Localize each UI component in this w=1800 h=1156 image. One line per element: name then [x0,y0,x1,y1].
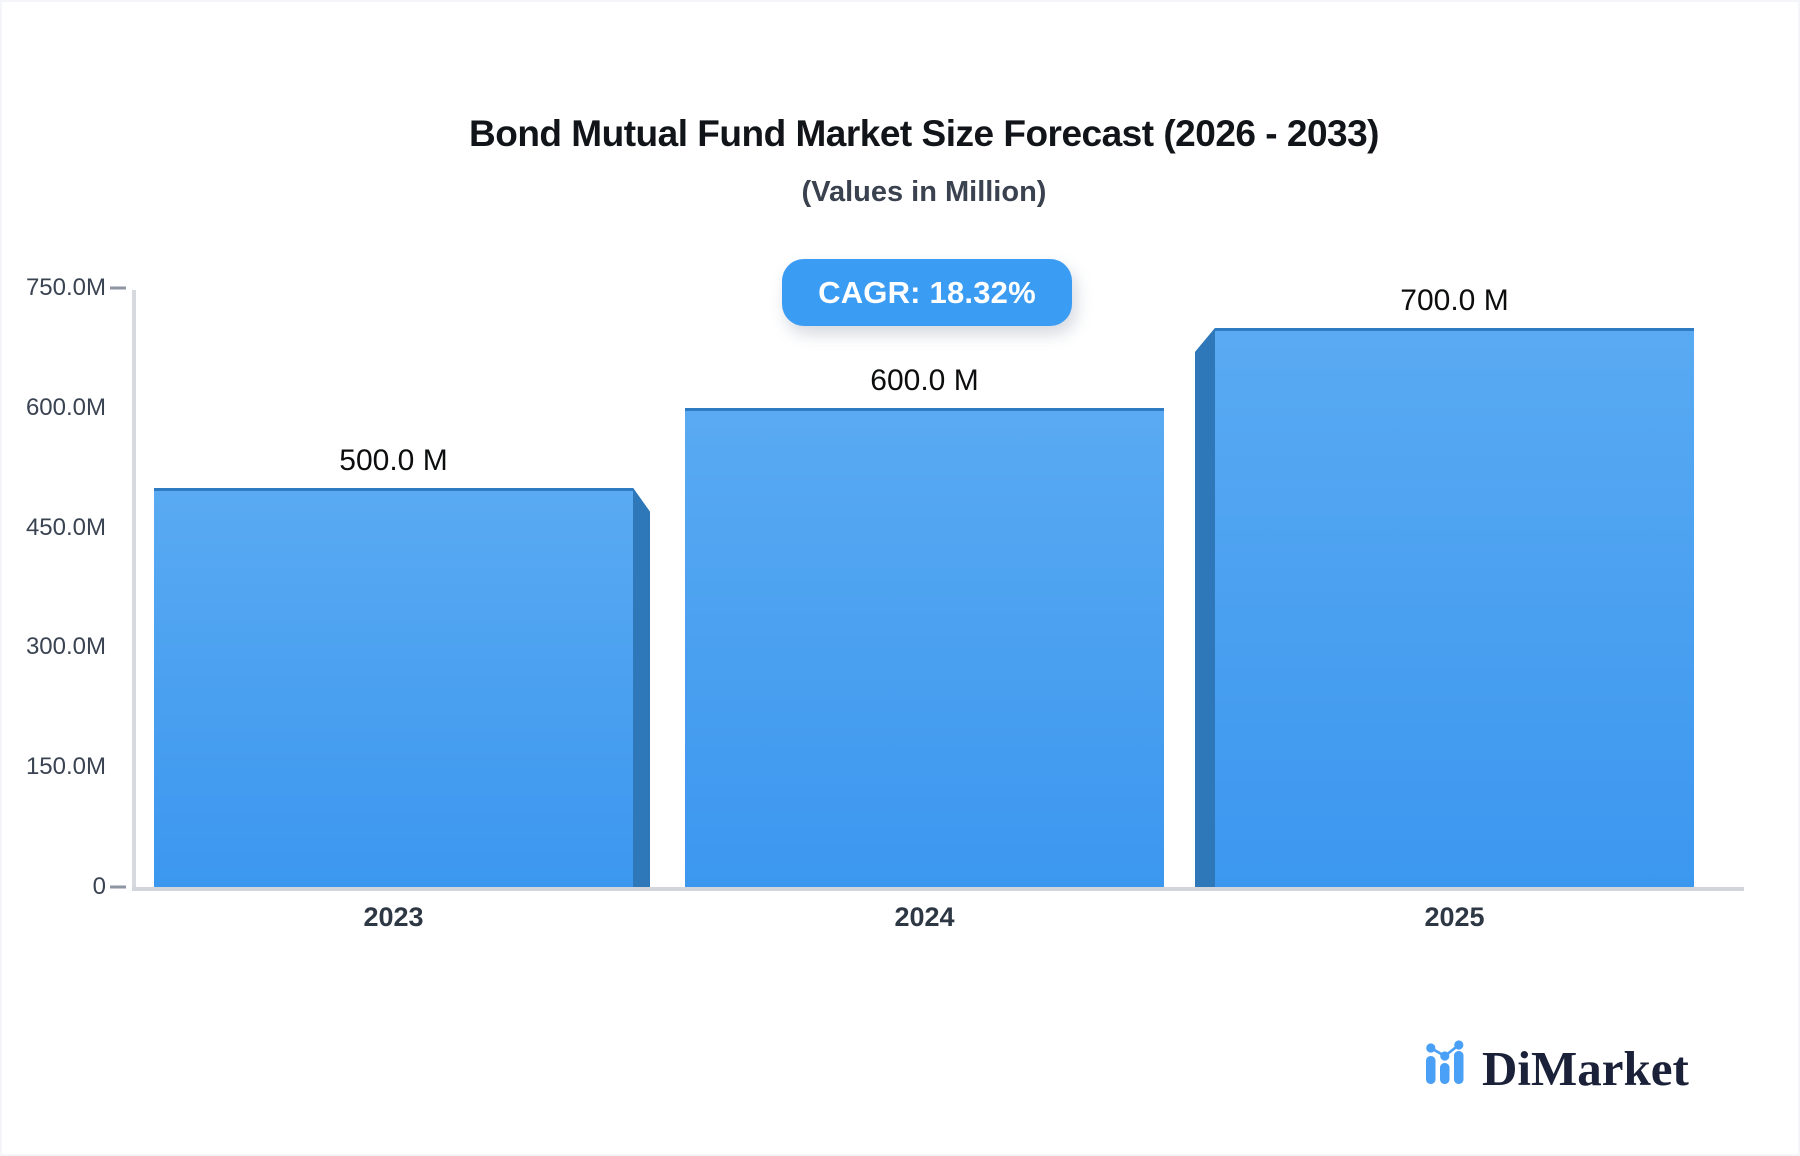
y-tick-label: 150.0M [25,753,106,781]
x-category-label: 2025 [1424,902,1485,932]
x-category-label: 2023 [363,902,424,932]
y-tick-label: 0 [92,873,106,900]
y-tick-label: 450.0M [25,513,106,541]
x-axis-line [132,887,1744,891]
logo-wordmark: DiMarket [1482,1041,1689,1096]
bar-2024[interactable] [685,407,1164,887]
chart-subtitle: (Values in Million) [801,176,1047,208]
bar-2025[interactable] [1215,327,1694,887]
chart-title: Bond Mutual Fund Market Size Forecast (2… [469,113,1380,154]
y-tick-label: 600.0M [25,393,106,421]
y-tick-label: 300.0M [25,633,106,661]
y-tick-label: 750.0M [25,274,106,301]
bar-bevel-2023 [633,487,650,887]
cagr-badge-label: CAGR: 18.32% [818,274,1036,310]
bar-value-label: 700.0 M [1400,283,1509,317]
bar-2023[interactable] [154,487,633,887]
bar-chart-sparkline-icon [1426,1040,1464,1084]
cagr-badge: CAGR: 18.32% [782,259,1072,326]
y-tick-mark [110,286,126,290]
bar-value-label: 600.0 M [870,363,979,397]
bar-value-label: 500.0 M [339,443,448,477]
x-category-label: 2024 [894,902,955,932]
bar-bevel-2025 [1195,327,1215,887]
dimarket-logo: DiMarket [1425,1040,1689,1095]
y-tick-mark [110,885,126,889]
y-axis-line [132,290,136,887]
